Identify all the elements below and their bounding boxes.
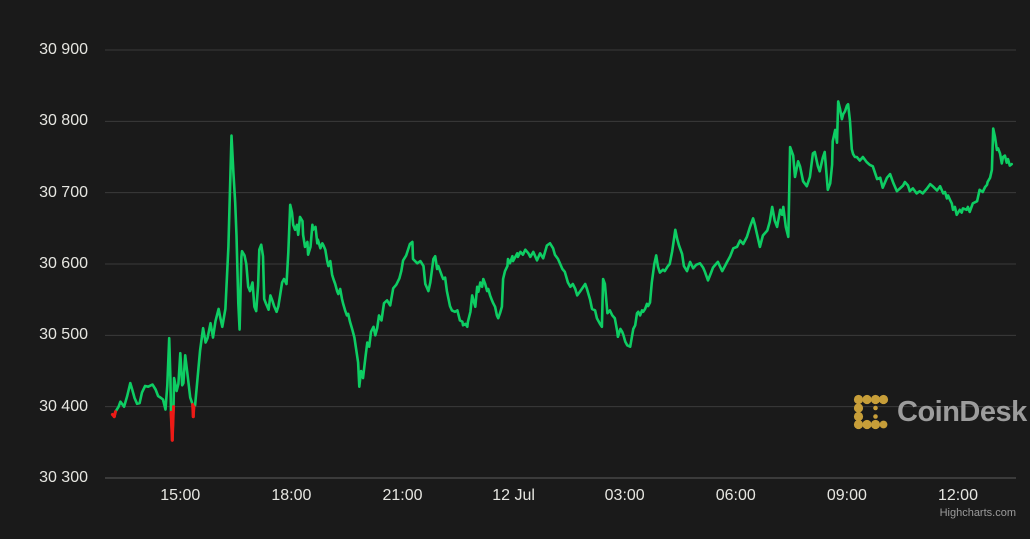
price-drop-segment <box>191 405 196 419</box>
y-axis-label: 30 400 <box>39 397 88 415</box>
x-axis-label: 06:00 <box>715 487 756 504</box>
x-axis-label: 12 Jul <box>492 487 535 504</box>
x-axis-label: 09:00 <box>826 487 867 504</box>
coindesk-logo: CoinDesk <box>852 393 1027 431</box>
y-axis-label: 30 900 <box>39 41 88 58</box>
x-axis-label: 12:00 <box>937 487 978 504</box>
y-axis-label: 30 700 <box>39 183 88 201</box>
highcharts-credit[interactable]: Highcharts.com <box>939 507 1016 519</box>
x-axis-label: 15:00 <box>160 487 201 504</box>
price-drop-segment <box>170 405 176 442</box>
y-axis-label: 30 800 <box>39 112 88 130</box>
x-axis-label: 03:00 <box>604 487 645 504</box>
coindesk-logo-icon <box>853 394 889 430</box>
x-axis-label: 21:00 <box>382 487 423 504</box>
y-axis-label: 30 500 <box>39 326 88 344</box>
y-axis-label: 30 300 <box>39 469 88 486</box>
x-axis-label: 18:00 <box>271 487 312 504</box>
price-drop-segment <box>112 410 117 419</box>
coindesk-logo-text: CoinDesk <box>897 396 1027 428</box>
y-axis-label: 30 600 <box>39 255 88 272</box>
price-line-series[interactable] <box>111 100 1014 442</box>
